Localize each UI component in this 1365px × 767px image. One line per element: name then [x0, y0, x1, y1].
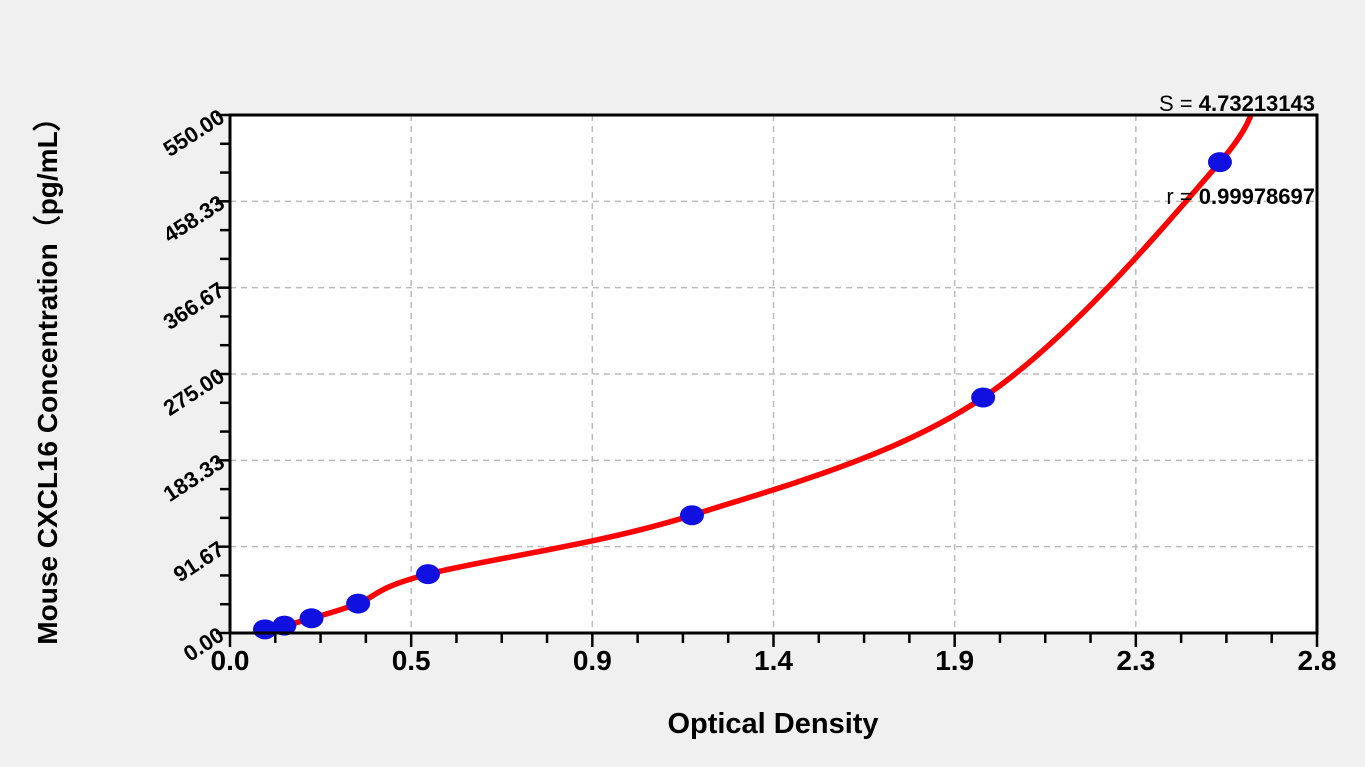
data-point — [415, 564, 440, 585]
r-value: 0.99978697 — [1198, 184, 1315, 209]
x-tick-label: 0.0 — [210, 645, 250, 676]
y-axis-title: Mouse CXCL16 Concentration（pg/mL） — [32, 103, 63, 645]
s-statistic: S = 4.73213143 — [1159, 88, 1315, 119]
s-value: 4.73213143 — [1198, 91, 1315, 116]
data-point — [272, 615, 297, 636]
data-point — [971, 387, 996, 408]
r-label: r = — [1166, 184, 1199, 209]
data-point — [299, 608, 324, 629]
data-point — [679, 505, 704, 526]
x-tick-label: 0.9 — [572, 645, 612, 676]
data-point — [1207, 152, 1232, 173]
x-axis-title: Optical Density — [667, 708, 879, 740]
plot-frame — [228, 113, 1319, 635]
x-tick-label: 1.4 — [754, 645, 793, 676]
x-tick-label: 2.3 — [1116, 645, 1156, 676]
fit-statistics: S = 4.73213143 r = 0.99978697 — [1159, 26, 1315, 274]
x-tick-label: 2.8 — [1297, 645, 1337, 676]
data-point — [346, 593, 371, 614]
s-label: S = — [1159, 91, 1199, 116]
r-statistic: r = 0.99978697 — [1159, 181, 1315, 212]
x-tick-label: 0.5 — [391, 645, 431, 676]
x-tick-label: 1.9 — [935, 645, 975, 676]
